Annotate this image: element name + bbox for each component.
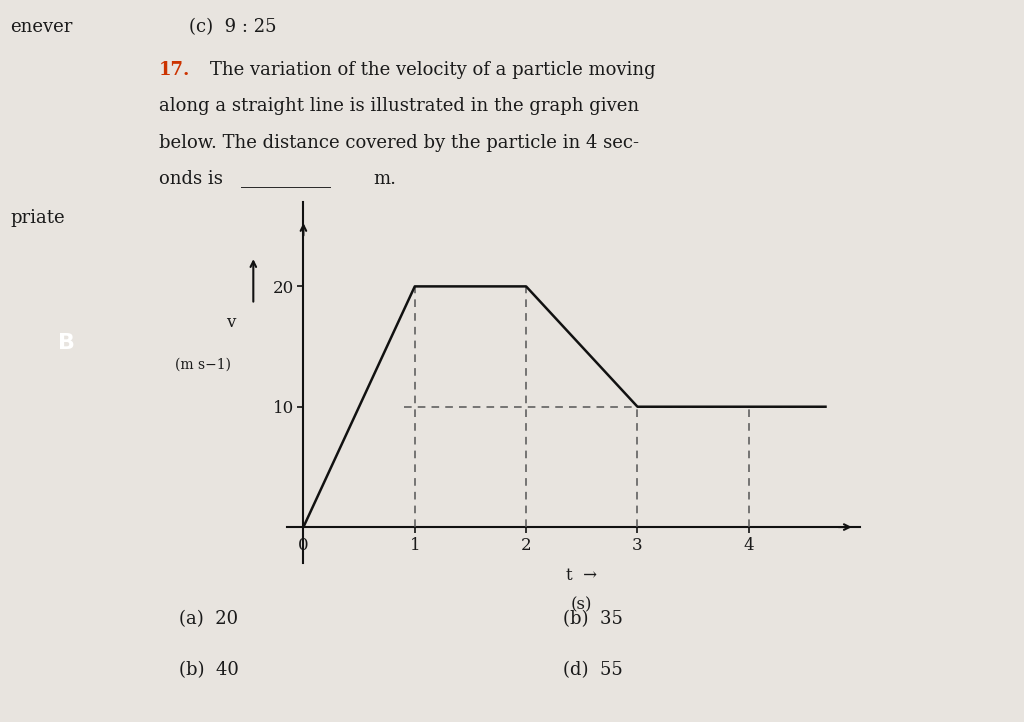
Text: v: v	[226, 314, 236, 331]
Text: (a)  20: (a) 20	[179, 610, 239, 628]
Text: B: B	[58, 333, 75, 353]
Text: (s): (s)	[571, 597, 593, 614]
Text: The variation of the velocity of a particle moving: The variation of the velocity of a parti…	[210, 61, 655, 79]
Text: (b)  40: (b) 40	[179, 661, 239, 679]
Text: onds is: onds is	[159, 170, 222, 188]
Text: (m s−1): (m s−1)	[175, 357, 231, 372]
Text: priate: priate	[10, 209, 65, 227]
Text: (d)  55: (d) 55	[563, 661, 623, 679]
Text: 17.: 17.	[159, 61, 190, 79]
Text: along a straight line is illustrated in the graph given: along a straight line is illustrated in …	[159, 97, 639, 116]
Text: m.: m.	[374, 170, 396, 188]
Text: (b)  35: (b) 35	[563, 610, 623, 628]
Text: t  →: t →	[566, 567, 597, 583]
Text: enever: enever	[10, 18, 73, 36]
Text: (c)  9 : 25: (c) 9 : 25	[189, 18, 276, 36]
Text: below. The distance covered by the particle in 4 sec-: below. The distance covered by the parti…	[159, 134, 639, 152]
Text: __________: __________	[241, 170, 331, 188]
